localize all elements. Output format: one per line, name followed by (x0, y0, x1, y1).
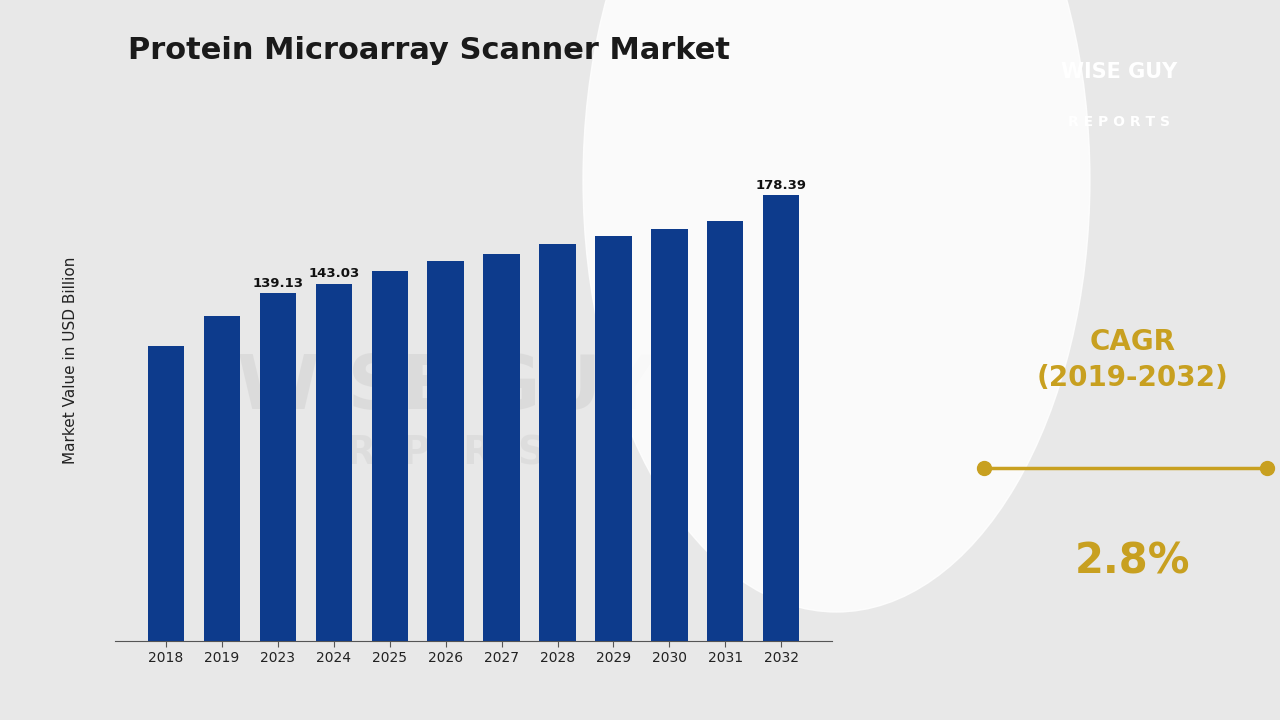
Bar (539, 244, 576, 641)
Text: WISE GUY: WISE GUY (1061, 62, 1178, 82)
Text: 178.39: 178.39 (755, 179, 806, 192)
Text: R E P O R T S: R E P O R T S (1069, 115, 1170, 130)
Text: WISE GUY: WISE GUY (237, 352, 655, 426)
Bar (595, 236, 631, 641)
Bar (147, 346, 184, 641)
Bar (260, 294, 296, 641)
Bar (428, 261, 463, 641)
Bar (763, 195, 800, 641)
Text: 143.03: 143.03 (308, 267, 360, 280)
Bar (707, 221, 744, 641)
Text: Market Value in USD Billion: Market Value in USD Billion (63, 256, 78, 464)
Text: 2.8%: 2.8% (1074, 541, 1190, 582)
Text: Protein Microarray Scanner Market: Protein Microarray Scanner Market (128, 36, 730, 65)
Text: REPORTS: REPORTS (346, 435, 547, 472)
Bar (371, 271, 408, 641)
Bar (652, 229, 687, 641)
Bar (316, 284, 352, 641)
Bar (484, 253, 520, 641)
Text: CAGR
(2019-2032): CAGR (2019-2032) (1037, 328, 1228, 392)
Circle shape (584, 0, 1091, 612)
Text: 139.13: 139.13 (252, 276, 303, 289)
Bar (204, 316, 241, 641)
